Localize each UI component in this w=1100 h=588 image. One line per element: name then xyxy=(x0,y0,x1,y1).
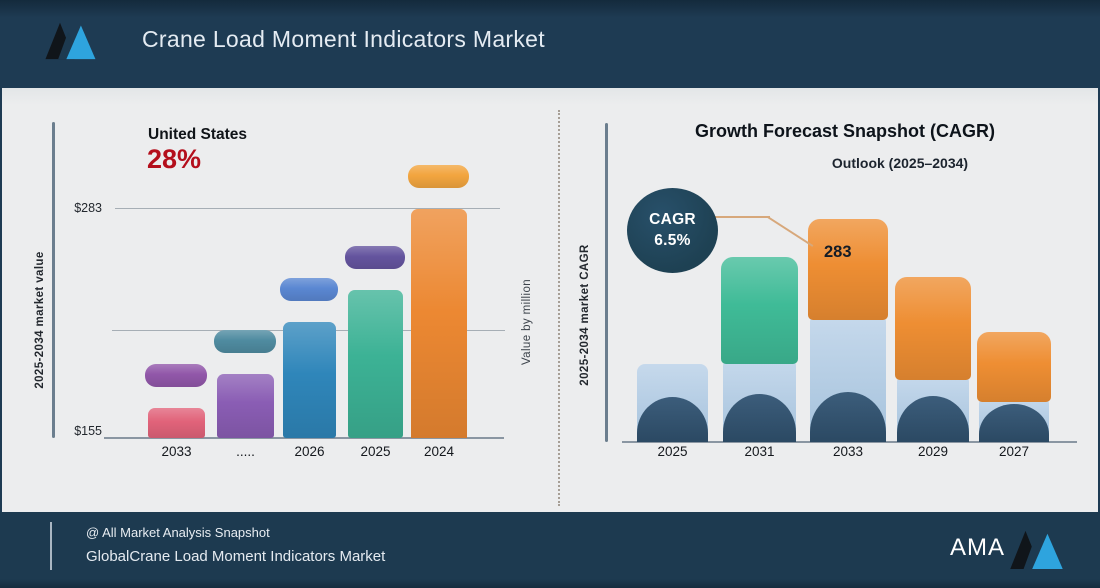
bar-marker-..... xyxy=(214,330,276,353)
bar-top-2027 xyxy=(977,332,1051,402)
bar-2025 xyxy=(348,290,403,438)
header: Crane Load Moment Indicators Market xyxy=(0,0,1100,88)
left-xtick-.....: ..... xyxy=(236,444,255,459)
left-y-axis xyxy=(52,122,55,438)
right-xtick-2027: 2027 xyxy=(998,444,1030,459)
bar-top-2033 xyxy=(808,219,888,320)
left-ytick-283: $283 xyxy=(74,201,102,215)
right-xtick-2029: 2029 xyxy=(917,444,949,459)
bar-top-2031 xyxy=(721,257,798,364)
left-xtick-2026: 2026 xyxy=(294,444,325,459)
left-xtick-2025: 2025 xyxy=(360,444,391,459)
bar-value-annotation: 283 xyxy=(824,243,852,261)
footer: @ All Market Analysis Snapshot GlobalCra… xyxy=(0,512,1100,588)
right-xtick-2031: 2031 xyxy=(744,444,775,459)
bar-2026 xyxy=(283,322,336,438)
right-xtick-2033: 2033 xyxy=(832,444,864,459)
left-xtick-2033: 2033 xyxy=(161,444,192,459)
bar-top-2029 xyxy=(895,277,971,380)
left-chart-title: United States xyxy=(148,126,248,143)
bar-2024 xyxy=(411,209,467,438)
right-chart-title: Growth Forecast Snapshot (CAGR) xyxy=(694,121,995,141)
bar-marker-2033 xyxy=(145,364,207,387)
right-chart-subtitle: Outlook (2025–2034) xyxy=(831,155,969,171)
panel-divider xyxy=(558,110,560,506)
ama-logo-icon xyxy=(45,22,96,60)
bar-marker-2025 xyxy=(345,246,405,269)
page-title: Crane Load Moment Indicators Market xyxy=(142,26,545,52)
bar-marker-2024 xyxy=(408,165,469,188)
callout-connector-h xyxy=(713,216,770,218)
right-x-axis xyxy=(622,441,1077,443)
bar-marker-2026 xyxy=(280,278,338,301)
right-xtick-2025: 2025 xyxy=(657,444,688,459)
left-xtick-2024: 2024 xyxy=(423,444,455,459)
footer-caption: @ All Market Analysis Snapshot xyxy=(86,525,270,540)
cagr-callout-value: 6.5% xyxy=(654,231,691,249)
footer-ama-logo-icon xyxy=(1010,530,1063,570)
bar-2033 xyxy=(148,408,205,438)
cagr-callout-label: CAGR xyxy=(649,211,696,229)
bar-..... xyxy=(217,374,274,438)
left-y-axis-label: 2025-2034 market value xyxy=(34,251,46,389)
left-chart-highlight-value: 28% xyxy=(147,144,202,174)
left-secondary-axis-label: Value by million xyxy=(521,278,533,366)
right-y-axis-label: 2025-2034 market CAGR xyxy=(579,244,591,386)
left-ytick-155: $155 xyxy=(74,424,102,438)
footer-brand-text: AMA xyxy=(950,534,1006,561)
footer-divider-line xyxy=(50,522,52,570)
footer-report-title: GlobalCrane Load Moment Indicators Marke… xyxy=(86,548,386,565)
cagr-callout-badge: CAGR 6.5% xyxy=(627,188,718,273)
left-x-axis xyxy=(104,437,504,439)
left-gridline-283 xyxy=(115,208,500,209)
right-y-axis xyxy=(605,123,608,442)
